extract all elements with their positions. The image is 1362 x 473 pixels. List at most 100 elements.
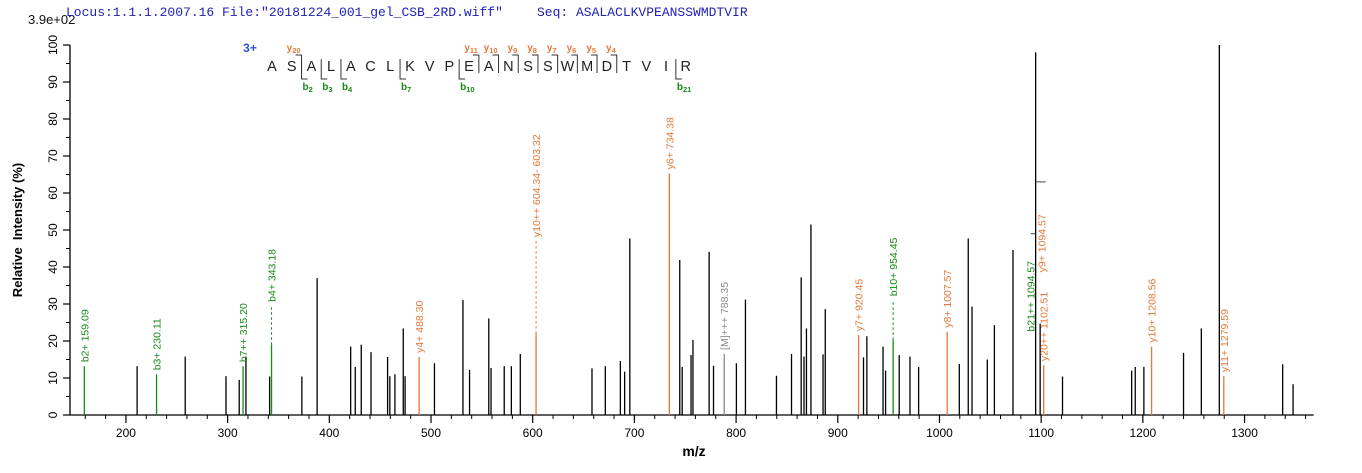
sequence-residue: T xyxy=(622,59,631,75)
peak-label: y11+ 1279.59 xyxy=(1219,309,1231,372)
b-ion-label: b2 xyxy=(303,82,313,94)
y-tick-label: 30 xyxy=(46,297,60,311)
x-tick-label: 800 xyxy=(726,426,746,440)
y-cleavage-tick xyxy=(591,54,598,73)
sequence-residue: C xyxy=(365,59,375,75)
sequence-residue: E xyxy=(464,59,474,75)
y-tick-label: 20 xyxy=(46,334,60,348)
peak-label: y7+ 920.45 xyxy=(854,279,866,331)
y-ion-label: y20 xyxy=(287,43,301,55)
x-tick-label: 1200 xyxy=(1130,426,1157,440)
peak-label: y20++ 1102.51 xyxy=(1039,292,1051,361)
x-axis-title: m/z xyxy=(682,443,705,459)
b-ion-label: b7 xyxy=(401,82,411,94)
b-cleavage-tick xyxy=(399,59,407,80)
y-ion-label: y9 xyxy=(508,43,518,55)
y-ion-label: y11 xyxy=(464,43,478,55)
y-tick-label: 100 xyxy=(46,35,60,55)
b-cleavage-tick xyxy=(340,59,347,80)
axes: 200 300 400 500 600 700 800 900 1000 1100 1200 1300… xyxy=(46,35,1314,440)
sequence-residue: S xyxy=(543,59,553,75)
sequence-residue: S xyxy=(287,59,297,75)
sequence-header: Seq: ASALACLKVPEANSSWMDTVIR xyxy=(537,5,748,20)
sequence-residue: K xyxy=(405,59,415,75)
y-ion-label: y5 xyxy=(586,43,596,55)
sequence-residue: A xyxy=(484,59,494,75)
peak-label: y4+ 488.30 xyxy=(414,300,426,352)
y-tick-label: 0 xyxy=(46,411,60,418)
sequence-residue: L xyxy=(386,59,394,75)
peak-labels: b2+ 159.09 b3+ 230.11 b7++ 315.20 b4+ 343.1… xyxy=(79,117,1230,372)
y-cleavage-tick xyxy=(512,54,519,73)
y-cleavage-tick xyxy=(571,54,578,73)
sequence-residue: N xyxy=(503,59,513,75)
sequence-residue: M xyxy=(581,59,593,75)
y-cleavage-tick xyxy=(551,54,559,73)
peak-label: y9+ 1094.57 xyxy=(1037,214,1049,272)
peak-label: b7++ 315.20 xyxy=(238,303,250,362)
b-ion-label: b4 xyxy=(342,82,353,94)
x-tick-label: 300 xyxy=(218,426,238,440)
x-tick-label: 1100 xyxy=(1028,426,1054,440)
peak-label: y8+ 1007.57 xyxy=(942,269,954,327)
b-cleavage-tick xyxy=(301,59,308,80)
intensity-scale-max-label: 3.9e+02 xyxy=(28,12,75,27)
b-ion-label: b10 xyxy=(460,82,474,94)
x-tick-label: 500 xyxy=(421,426,441,440)
peaks xyxy=(83,45,1294,415)
peak-label: [M]+++ 788.35 xyxy=(719,282,731,350)
x-tick-label: 700 xyxy=(624,426,644,440)
peak-label: b3+ 230.11 xyxy=(152,318,164,370)
b-cleavage-tick xyxy=(458,59,466,80)
b-cleavage-tick xyxy=(320,59,328,80)
peak-label: y10+ 1208.56 xyxy=(1147,278,1159,342)
b-ion-label: b3 xyxy=(322,82,332,94)
locus-file-header: Locus:1.1.1.2007.16 File:"20181224_001_g… xyxy=(66,5,503,20)
peak-label: b10+ 954.45 xyxy=(888,237,900,296)
y-ion-label: y8 xyxy=(527,43,537,55)
sequence-residue: S xyxy=(523,59,533,75)
y-cleavage-tick xyxy=(472,54,480,73)
x-tick-label: 900 xyxy=(828,426,848,440)
y-tick-label: 10 xyxy=(46,371,60,385)
sequence-residue: V xyxy=(641,59,651,75)
x-tick-label: 1300 xyxy=(1231,426,1258,440)
sequence-residue: D xyxy=(602,59,612,75)
b-cleavage-tick xyxy=(675,59,682,80)
y-axis-title: Relative Intensity (%) xyxy=(10,163,25,297)
peak-label: y10++ 604.34- 603.32 xyxy=(531,134,543,237)
sequence-residue: V xyxy=(425,59,435,75)
peak-label: b21++ 1094.57 xyxy=(1026,261,1038,332)
sequence-residue: I xyxy=(664,59,668,75)
sequence-residue: R xyxy=(680,59,690,75)
y-tick-label: 60 xyxy=(46,186,60,200)
y-ion-label: y7 xyxy=(547,43,557,55)
y-tick-label: 90 xyxy=(46,75,60,89)
y-tick-label: 40 xyxy=(46,260,60,274)
sequence-residue: A xyxy=(346,59,356,75)
y-tick-label: 50 xyxy=(46,223,60,237)
x-tick-label: 600 xyxy=(523,426,543,440)
precursor-charge-label: 3+ xyxy=(243,41,257,55)
sequence-residue: L xyxy=(327,59,335,75)
y-cleavage-tick xyxy=(610,54,618,73)
y-ion-label: y6 xyxy=(567,43,577,55)
sequence-residue: A xyxy=(267,59,277,75)
peak-label: b4+ 343.18 xyxy=(267,249,279,302)
sequence-residue: A xyxy=(307,59,317,75)
y-cleavage-tick xyxy=(531,54,539,73)
y-ion-label: y10 xyxy=(484,43,498,55)
y-tick-label: 80 xyxy=(46,112,60,126)
y-cleavage-tick xyxy=(492,54,500,73)
x-tick-label: 1000 xyxy=(926,426,953,440)
sequence-residue: W xyxy=(561,59,575,75)
x-tick-label: 200 xyxy=(116,426,136,440)
x-tick-label: 400 xyxy=(319,426,339,440)
b-ion-label: b21 xyxy=(677,82,691,94)
y-tick-label: 70 xyxy=(46,149,60,163)
peak-label: y6+ 734.38 xyxy=(664,117,676,169)
peak-label: b2+ 159.09 xyxy=(79,309,91,362)
